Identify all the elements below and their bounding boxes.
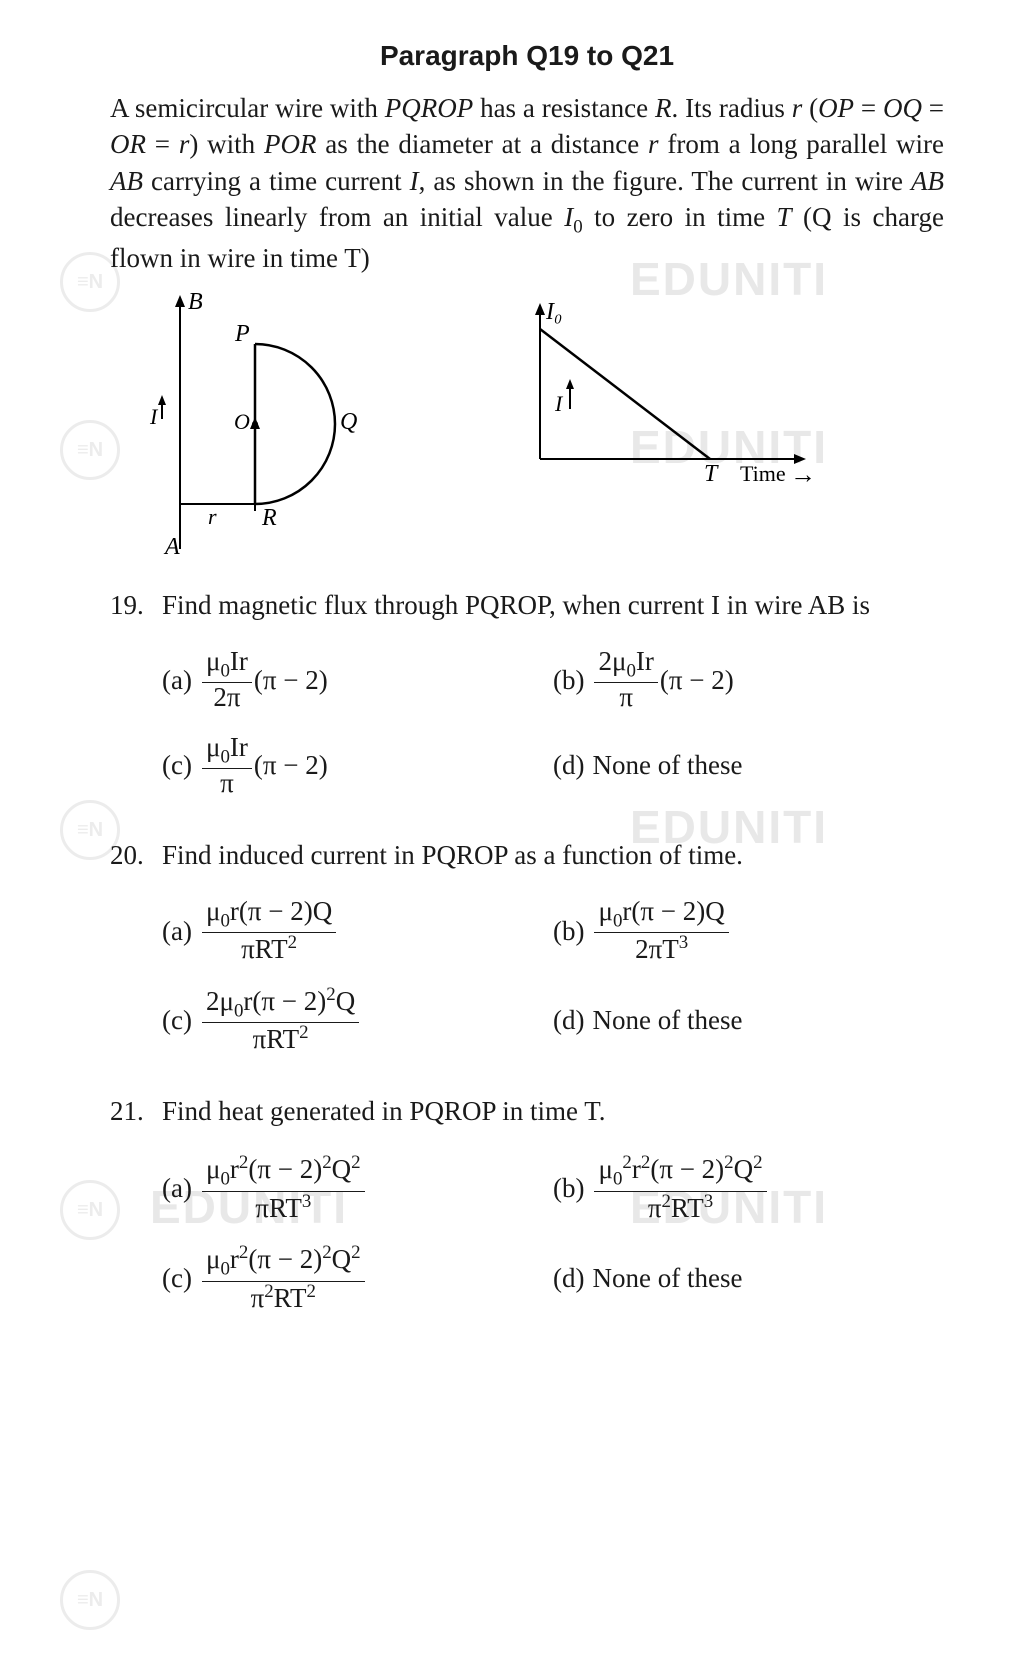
q19-opt-b: (b) 2μ0Irπ (π − 2) (553, 637, 944, 723)
q20-text: Find induced current in PQROP as a funct… (162, 837, 944, 873)
svg-text:B: B (188, 289, 203, 315)
q19-options: (a) μ0Ir2π (π − 2) (b) 2μ0Irπ (π − 2) (c… (162, 637, 944, 809)
q19-number: 19. (110, 587, 162, 623)
watermark-circle-icon: ≡N (60, 1570, 120, 1630)
q19-opt-a: (a) μ0Ir2π (π − 2) (162, 637, 553, 723)
q21-number: 21. (110, 1093, 162, 1129)
paragraph-title: Paragraph Q19 to Q21 (110, 40, 944, 72)
question-20: 20. Find induced current in PQROP as a f… (110, 837, 944, 873)
q21-opt-a: (a) μ0r2(π − 2)2Q2πRT3 (162, 1143, 553, 1233)
svg-text:Time: Time (740, 461, 786, 486)
q21-options: (a) μ0r2(π − 2)2Q2πRT3 (b) μ02r2(π − 2)2… (162, 1143, 944, 1323)
passage-text: A semicircular wire with PQROP has a res… (110, 90, 944, 277)
q21-opt-b: (b) μ02r2(π − 2)2Q2π2RT3 (553, 1143, 944, 1233)
q20-opt-c: (c) 2μ0r(π − 2)2QπRT2 (162, 975, 553, 1065)
q19-text: Find magnetic flux through PQROP, when c… (162, 587, 944, 623)
question-19: 19. Find magnetic flux through PQROP, wh… (110, 587, 944, 623)
figure-row: B A I r P Q R O I₀ (140, 289, 944, 559)
svg-text:O: O (234, 409, 250, 434)
svg-text:r: r (208, 504, 217, 529)
question-21: 21. Find heat generated in PQROP in time… (110, 1093, 944, 1129)
q20-options: (a) μ0r(π − 2)QπRT2 (b) μ0r(π − 2)Q2πT3 … (162, 887, 944, 1065)
svg-text:R: R (261, 505, 277, 531)
current-time-graph: I₀ I T Time → (500, 289, 820, 489)
svg-text:A: A (163, 534, 180, 559)
q19-opt-c: (c) μ0Irπ (π − 2) (162, 723, 553, 809)
svg-text:Q: Q (340, 409, 357, 435)
circuit-diagram: B A I r P Q R O (140, 289, 400, 559)
svg-text:P: P (234, 321, 250, 347)
q20-opt-d: (d) None of these (553, 975, 944, 1065)
svg-text:I: I (554, 391, 564, 416)
svg-text:I: I (149, 404, 159, 429)
q20-number: 20. (110, 837, 162, 873)
svg-text:→: → (790, 460, 816, 489)
q21-opt-d: (d) None of these (553, 1233, 944, 1323)
q20-opt-a: (a) μ0r(π − 2)QπRT2 (162, 887, 553, 975)
svg-text:I₀: I₀ (545, 299, 562, 325)
q20-opt-b: (b) μ0r(π − 2)Q2πT3 (553, 887, 944, 975)
q19-opt-d: (d) None of these (553, 723, 944, 809)
svg-text:T: T (704, 461, 719, 487)
q21-text: Find heat generated in PQROP in time T. (162, 1093, 944, 1129)
q21-opt-c: (c) μ0r2(π − 2)2Q2π2RT2 (162, 1233, 553, 1323)
